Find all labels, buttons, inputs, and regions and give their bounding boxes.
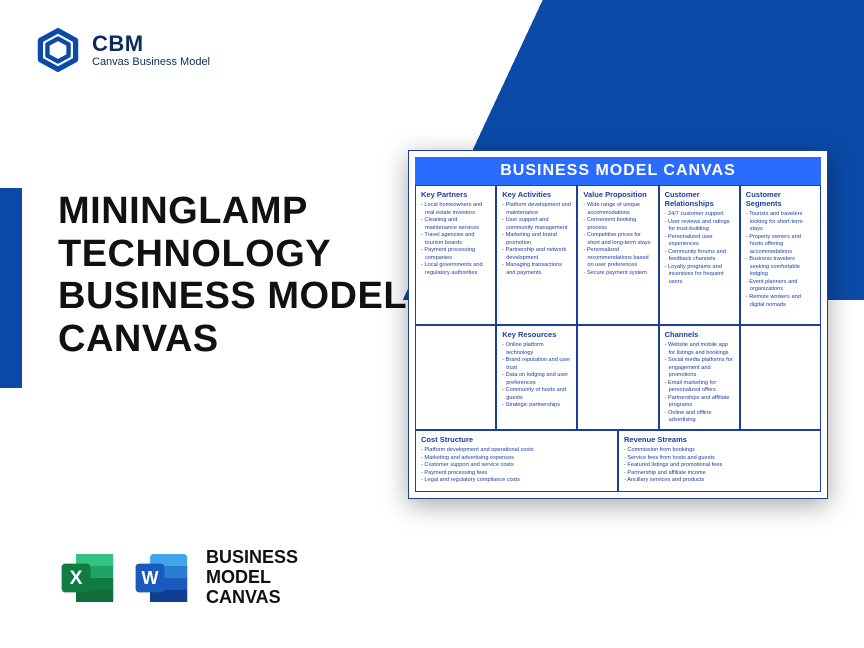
cell-revenue-streams: Revenue Streams Commission from bookings…	[618, 430, 821, 492]
list-item: Convenient booking process	[583, 217, 652, 232]
bottom-icon-row: X W BUSINESS MODEL CANVAS	[58, 548, 298, 608]
brand-abbr: CBM	[92, 32, 210, 56]
cell-heading: Key Resources	[502, 330, 571, 339]
cell-heading: Key Partners	[421, 190, 490, 199]
title-line: BUSINESS MODEL	[58, 275, 407, 317]
bmc-label-line: MODEL	[206, 568, 298, 588]
list-item: Strategic partnerships	[502, 402, 571, 410]
canvas-top-row: Key Partners Local homeowners and real e…	[415, 185, 821, 325]
list-item: Cleaning and maintenance services	[421, 217, 490, 232]
title-line: MININGLAMP	[58, 190, 308, 232]
list-item: Personalized recommendations based on us…	[583, 247, 652, 270]
logo-icon	[36, 28, 80, 72]
cell-heading: Cost Structure	[421, 435, 612, 444]
list-item: Partnerships and affiliate programs	[665, 395, 734, 410]
list-item: Marketing and brand promotion	[502, 232, 571, 247]
canvas-mid-row: Key Resources Online platform technology…	[415, 325, 821, 430]
canvas-bottom-row: Cost Structure Platform development and …	[415, 430, 821, 492]
cell-list: Website and mobile app for listings and …	[665, 342, 734, 425]
list-item: Platform development and maintenance	[502, 202, 571, 217]
bmc-label-line: CANVAS	[206, 588, 298, 608]
bmc-label-line: BUSINESS	[206, 548, 298, 568]
mid-spacer	[577, 325, 658, 430]
svg-text:X: X	[70, 568, 83, 589]
cell-list: Platform development and maintenanceUser…	[502, 202, 571, 277]
cell-list: Online platform technologyBrand reputati…	[502, 342, 571, 410]
cell-list: Commission from bookingsService fees fro…	[624, 447, 815, 485]
cell-cost-structure: Cost Structure Platform development and …	[415, 430, 618, 492]
list-item: Business travelers seeking comfortable l…	[746, 256, 815, 279]
list-item: Personalized user experiences	[665, 234, 734, 249]
list-item: Wide range of unique accommodations	[583, 202, 652, 217]
mid-spacer	[740, 325, 821, 430]
cell-heading: Channels	[665, 330, 734, 339]
mid-spacer	[415, 325, 496, 430]
list-item: Remote workers and digital nomads	[746, 294, 815, 309]
list-item: Loyalty programs and incentives for freq…	[665, 264, 734, 287]
canvas-card: BUSINESS MODEL CANVAS Key Partners Local…	[408, 150, 828, 499]
cell-heading: Revenue Streams	[624, 435, 815, 444]
title-accent-bar	[0, 188, 22, 388]
bmc-label: BUSINESS MODEL CANVAS	[206, 548, 298, 607]
cell-key-activities: Key Activities Platform development and …	[496, 185, 577, 325]
list-item: Customer support and service costs	[421, 462, 612, 470]
list-item: Managing transactions and payments	[502, 262, 571, 277]
list-item: Legal and regulatory compliance costs	[421, 477, 612, 485]
cell-heading: Key Activities	[502, 190, 571, 199]
list-item: Commission from bookings	[624, 447, 815, 455]
list-item: Ancillary services and products	[624, 477, 815, 485]
cell-key-resources: Key Resources Online platform technology…	[496, 325, 577, 430]
cell-heading: Customer Relationships	[665, 190, 734, 208]
cell-list: Tourists and travelers looking for short…	[746, 211, 815, 309]
list-item: Travel agencies and tourism boards	[421, 232, 490, 247]
list-item: Online platform technology	[502, 342, 571, 357]
list-item: Featured listings and promotional fees	[624, 462, 815, 470]
list-item: Tourists and travelers looking for short…	[746, 211, 815, 234]
cell-channels: Channels Website and mobile app for list…	[659, 325, 740, 430]
list-item: Service fees from hosts and guests	[624, 455, 815, 463]
list-item: 24/7 customer support	[665, 211, 734, 219]
list-item: Marketing and advertising expenses	[421, 455, 612, 463]
svg-text:W: W	[142, 568, 159, 588]
cell-list: Local homeowners and real estate investo…	[421, 202, 490, 277]
cell-heading: Customer Segments	[746, 190, 815, 208]
cell-heading: Value Proposition	[583, 190, 652, 199]
list-item: Local governments and regulatory authori…	[421, 262, 490, 277]
list-item: Website and mobile app for listings and …	[665, 342, 734, 357]
list-item: Data on lodging and user preferences	[502, 372, 571, 387]
cell-customer-relationships: Customer Relationships 24/7 customer sup…	[659, 185, 740, 325]
list-item: Community of hosts and guests	[502, 387, 571, 402]
page-title: MININGLAMP TECHNOLOGY BUSINESS MODEL CAN…	[58, 190, 407, 360]
list-item: User reviews and ratings for trust-build…	[665, 219, 734, 234]
title-line: TECHNOLOGY	[58, 233, 331, 275]
list-item: Brand reputation and user trust	[502, 357, 571, 372]
brand-logo: CBM Canvas Business Model	[36, 28, 210, 72]
list-item: Platform development and operational cos…	[421, 447, 612, 455]
title-line: CANVAS	[58, 318, 219, 360]
brand-name: Canvas Business Model	[92, 56, 210, 68]
list-item: Local homeowners and real estate investo…	[421, 202, 490, 217]
cell-customer-segments: Customer Segments Tourists and travelers…	[740, 185, 821, 325]
list-item: Email marketing for personalized offers	[665, 380, 734, 395]
list-item: Online and offline advertising	[665, 410, 734, 425]
list-item: Property owners and hosts offering accom…	[746, 234, 815, 257]
cell-list: Platform development and operational cos…	[421, 447, 612, 485]
list-item: Secure payment system	[583, 270, 652, 278]
list-item: Payment processing fees	[421, 470, 612, 478]
cell-list: 24/7 customer supportUser reviews and ra…	[665, 211, 734, 286]
cell-key-partners: Key Partners Local homeowners and real e…	[415, 185, 496, 325]
excel-icon: X	[58, 548, 118, 608]
list-item: User support and community management	[502, 217, 571, 232]
list-item: Partnership and affiliate income	[624, 470, 815, 478]
list-item: Event planners and organizations	[746, 279, 815, 294]
list-item: Social media platforms for engagement an…	[665, 357, 734, 380]
cell-value-proposition: Value Proposition Wide range of unique a…	[577, 185, 658, 325]
canvas-header: BUSINESS MODEL CANVAS	[415, 157, 821, 185]
word-icon: W	[132, 548, 192, 608]
list-item: Partnership and network development	[502, 247, 571, 262]
list-item: Payment processing companies	[421, 247, 490, 262]
cell-list: Wide range of unique accommodationsConve…	[583, 202, 652, 277]
list-item: Competitive prices for short and long-te…	[583, 232, 652, 247]
list-item: Community forums and feedback channels	[665, 249, 734, 264]
